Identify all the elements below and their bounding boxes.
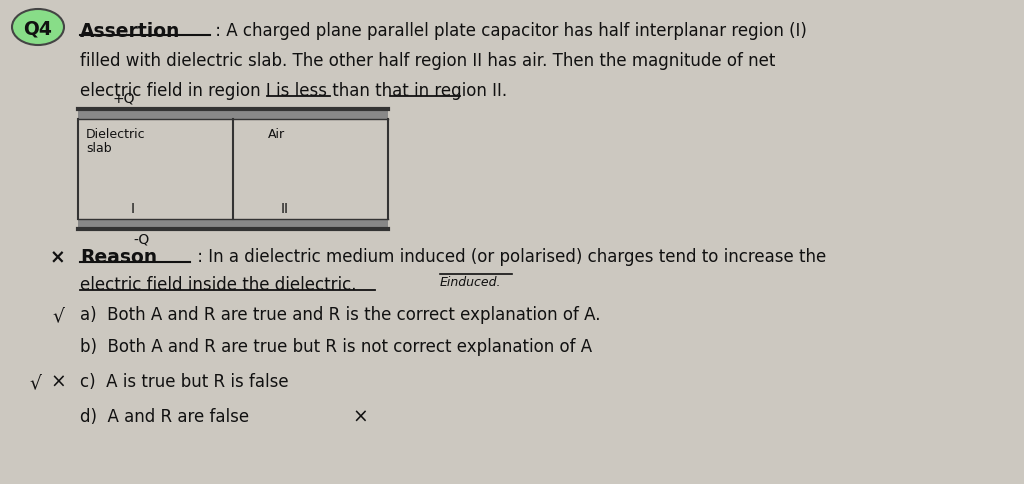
Text: c)  A is true but R is false: c) A is true but R is false — [80, 372, 289, 390]
Text: I: I — [131, 201, 135, 215]
Text: : A charged plane parallel plate capacitor has half interplanar region (I): : A charged plane parallel plate capacit… — [210, 22, 807, 40]
Text: electric field in region I is less than that in region II.: electric field in region I is less than … — [80, 82, 507, 100]
Text: b)  Both A and R are true but R is not correct explanation of A: b) Both A and R are true but R is not co… — [80, 337, 592, 355]
Text: a)  Both A and R are true and R is the correct explanation of A.: a) Both A and R are true and R is the co… — [80, 305, 600, 323]
Text: ×: × — [352, 407, 368, 426]
Text: √: √ — [52, 305, 63, 324]
Text: -Q: -Q — [133, 232, 150, 246]
Text: √: √ — [29, 372, 41, 391]
Ellipse shape — [12, 10, 63, 46]
Text: ×: × — [50, 372, 66, 391]
Bar — [78, 220, 388, 229]
Text: +Q: +Q — [113, 92, 135, 106]
Bar — [78, 110, 388, 120]
Text: II: II — [281, 201, 289, 215]
Text: : In a dielectric medium induced (or polarised) charges tend to increase the: : In a dielectric medium induced (or pol… — [193, 247, 826, 265]
Text: Reason: Reason — [80, 247, 157, 267]
Text: Assertion: Assertion — [80, 22, 180, 41]
Text: Air: Air — [268, 128, 285, 141]
Text: Einduced.: Einduced. — [440, 275, 502, 288]
Text: ×: × — [50, 247, 66, 267]
Text: d)  A and R are false: d) A and R are false — [80, 407, 249, 425]
Text: filled with dielectric slab. The other half region II has air. Then the magnitud: filled with dielectric slab. The other h… — [80, 52, 775, 70]
Text: Q4: Q4 — [24, 19, 52, 38]
Text: Dielectric: Dielectric — [86, 128, 145, 141]
Text: electric field inside the dielectric.: electric field inside the dielectric. — [80, 275, 356, 293]
Text: slab: slab — [86, 142, 112, 155]
